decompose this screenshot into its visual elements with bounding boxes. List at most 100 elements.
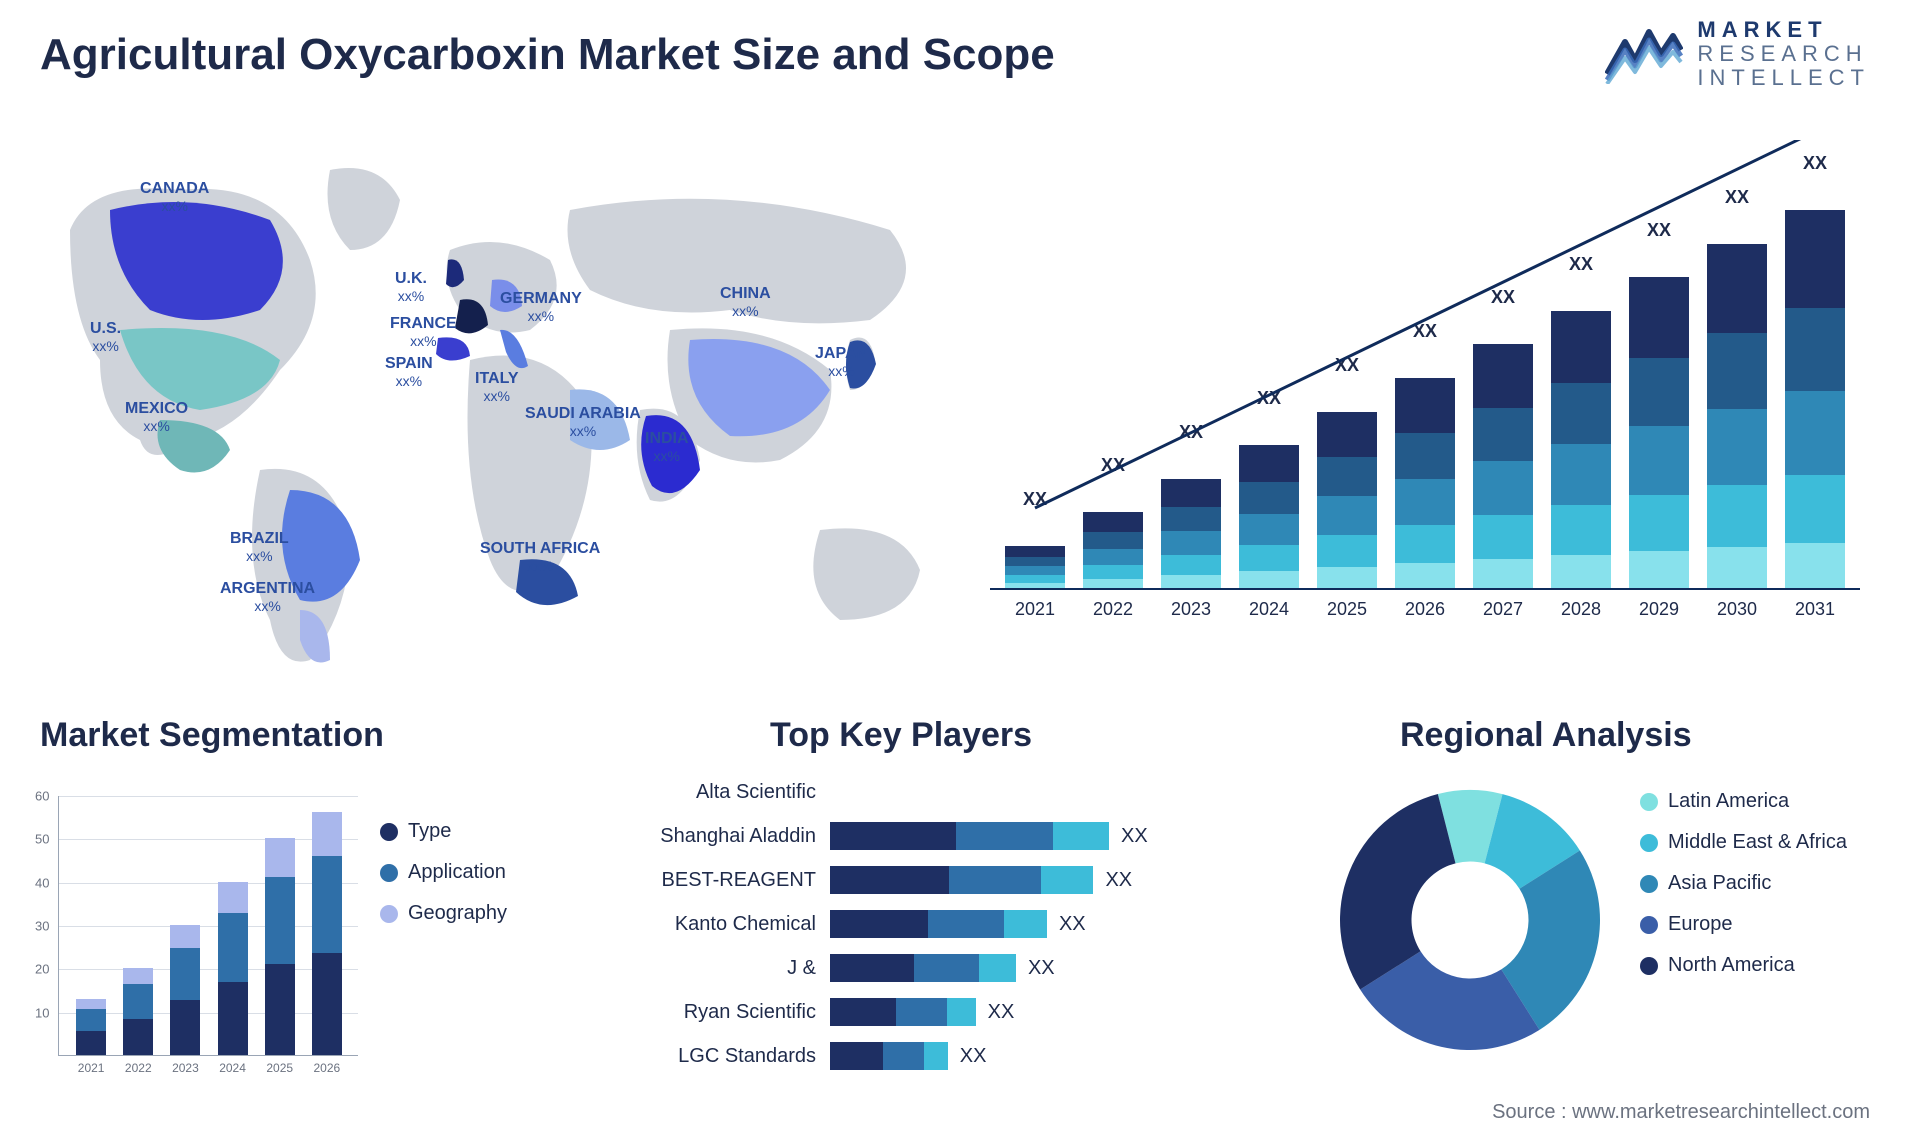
main-bar-2028 [1551, 311, 1611, 588]
main-bar-year-2028: 2028 [1551, 599, 1611, 620]
main-bar-value-2021: XX [1005, 489, 1065, 510]
seg-xtick: 2022 [125, 1061, 152, 1075]
section-regional: Regional Analysis [1400, 716, 1692, 755]
seg-ytick: 30 [35, 919, 49, 934]
main-bar-year-2029: 2029 [1629, 599, 1689, 620]
main-bar-value-2026: XX [1395, 321, 1455, 342]
region-legend-item: North America [1640, 954, 1880, 977]
player-bar-seg [830, 822, 956, 850]
player-bar-seg [924, 1042, 948, 1070]
main-bar-year-2030: 2030 [1707, 599, 1767, 620]
main-bar-2027 [1473, 344, 1533, 588]
player-name: J & [630, 957, 830, 980]
map-label-south-africa: SOUTH AFRICAxx% [480, 540, 600, 574]
map-label-u-s-: U.S.xx% [90, 320, 121, 354]
player-name: Ryan Scientific [630, 1001, 830, 1024]
region-legend-label: Europe [1668, 913, 1733, 936]
player-bar-seg [1041, 866, 1094, 894]
map-label-japan: JAPANxx% [815, 345, 868, 379]
regional-legend: Latin America Middle East & Africa Asia Pa… [1640, 790, 1880, 995]
seg-legend-item: Application [380, 861, 580, 884]
key-players-chart: Alta ScientificShanghai AladdinXXBEST-RE… [630, 770, 1250, 1100]
seg-ytick: 20 [35, 962, 49, 977]
map-label-argentina: ARGENTINAxx% [220, 580, 315, 614]
player-name: Kanto Chemical [630, 913, 830, 936]
player-bar-seg [1004, 910, 1047, 938]
main-bar-year-2026: 2026 [1395, 599, 1455, 620]
logo-mark-icon [1605, 24, 1683, 84]
region-legend-item: Latin America [1640, 790, 1880, 813]
map-label-china: CHINAxx% [720, 285, 771, 319]
player-value: XX [1059, 913, 1086, 936]
main-bar-year-2031: 2031 [1785, 599, 1845, 620]
logo-line1: MARKET [1697, 18, 1870, 42]
main-bar-year-2024: 2024 [1239, 599, 1299, 620]
legend-dot-icon [1640, 916, 1658, 934]
section-segmentation: Market Segmentation [40, 716, 384, 755]
map-label-mexico: MEXICOxx% [125, 400, 188, 434]
player-bar-seg [928, 910, 1004, 938]
seg-ytick: 60 [35, 789, 49, 804]
player-bar-seg [830, 910, 928, 938]
seg-ytick: 10 [35, 1005, 49, 1020]
map-label-brazil: BRAZILxx% [230, 530, 289, 564]
player-bar-seg [1053, 822, 1109, 850]
main-bar-value-2030: XX [1707, 187, 1767, 208]
main-bar-value-2023: XX [1161, 422, 1221, 443]
legend-dot-icon [1640, 957, 1658, 975]
seg-bar-2024 [218, 882, 248, 1055]
seg-legend-label: Type [408, 820, 451, 843]
map-label-saudi-arabia: SAUDI ARABIAxx% [525, 405, 641, 439]
main-bar-value-2027: XX [1473, 287, 1533, 308]
seg-xtick: 2023 [172, 1061, 199, 1075]
main-bar-year-2022: 2022 [1083, 599, 1143, 620]
logo-line2: RESEARCH [1697, 42, 1870, 66]
main-bar-2025 [1317, 412, 1377, 588]
player-bar-seg [947, 998, 976, 1026]
main-bar-value-2028: XX [1551, 254, 1611, 275]
main-bar-value-2031: XX [1785, 153, 1845, 174]
player-bar-seg [949, 866, 1041, 894]
region-legend-label: Middle East & Africa [1668, 831, 1847, 854]
player-bar-seg [979, 954, 1016, 982]
main-bar-2024 [1239, 445, 1299, 588]
player-bar-seg [830, 954, 914, 982]
player-bar-seg [956, 822, 1054, 850]
main-bar-2021 [1005, 546, 1065, 588]
map-label-spain: SPAINxx% [385, 355, 433, 389]
legend-dot-icon [1640, 875, 1658, 893]
main-bar-year-2021: 2021 [1005, 599, 1065, 620]
main-bar-2026 [1395, 378, 1455, 588]
player-value: XX [988, 1001, 1015, 1024]
main-bar-2022 [1083, 512, 1143, 588]
legend-dot-icon [380, 905, 398, 923]
map-label-germany: GERMANYxx% [500, 290, 582, 324]
seg-xtick: 2024 [219, 1061, 246, 1075]
seg-xtick: 2026 [313, 1061, 340, 1075]
legend-dot-icon [380, 864, 398, 882]
main-bar-2029 [1629, 277, 1689, 588]
player-bar-seg [896, 998, 947, 1026]
player-value: XX [1105, 869, 1132, 892]
legend-dot-icon [1640, 834, 1658, 852]
seg-legend-label: Geography [408, 902, 507, 925]
main-bar-value-2029: XX [1629, 220, 1689, 241]
main-bar-year-2023: 2023 [1161, 599, 1221, 620]
market-size-chart: XXXXXXXXXXXXXXXXXXXXXX 20212022202320242… [990, 140, 1860, 620]
region-legend-label: Asia Pacific [1668, 872, 1771, 895]
section-players: Top Key Players [770, 716, 1032, 755]
map-label-france: FRANCExx% [390, 315, 457, 349]
seg-xtick: 2025 [266, 1061, 293, 1075]
seg-legend-label: Application [408, 861, 506, 884]
region-legend-label: North America [1668, 954, 1795, 977]
player-name: LGC Standards [630, 1045, 830, 1068]
player-bar-seg [883, 1042, 924, 1070]
player-row: J &XX [630, 946, 1250, 990]
regional-donut [1330, 780, 1610, 1060]
segmentation-chart: 102030405060202120222023202420252026 [30, 770, 370, 1080]
main-bar-value-2025: XX [1317, 355, 1377, 376]
main-bar-year-2027: 2027 [1473, 599, 1533, 620]
region-legend-item: Asia Pacific [1640, 872, 1880, 895]
world-map: CANADAxx%U.S.xx%MEXICOxx%BRAZILxx%ARGENT… [30, 140, 960, 680]
donut-slice-north-america [1340, 794, 1456, 989]
